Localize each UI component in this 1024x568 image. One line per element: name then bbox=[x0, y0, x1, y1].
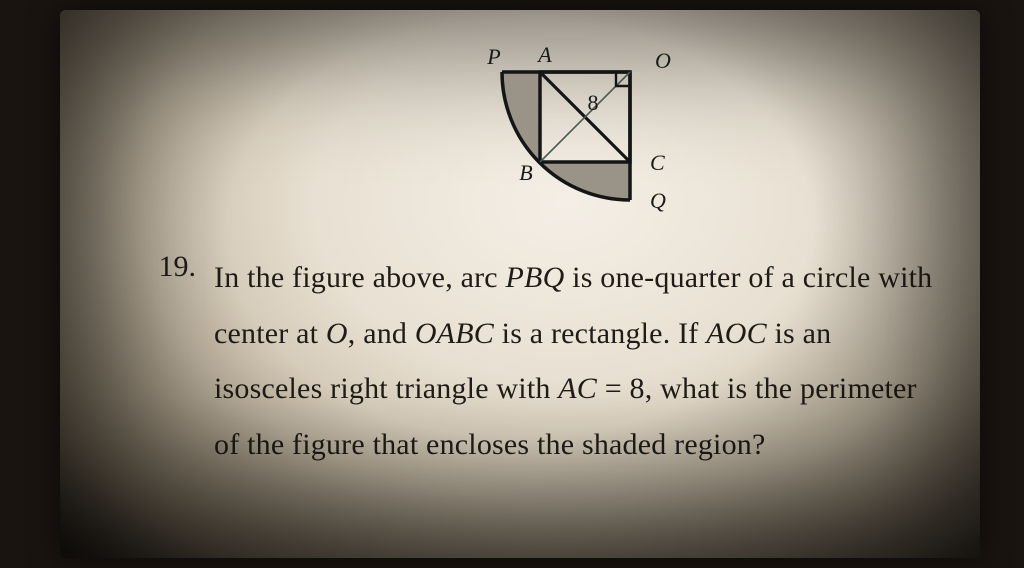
label-c: C bbox=[650, 150, 665, 175]
label-o: O bbox=[655, 48, 671, 73]
label-q: Q bbox=[650, 188, 666, 213]
problem-body: In the figure above, arc PBQ is one-quar… bbox=[214, 250, 940, 472]
problem-block: 19. In the figure above, arc PBQ is one-… bbox=[140, 250, 940, 472]
problem-number: 19. bbox=[140, 250, 214, 284]
label-b: B bbox=[519, 160, 532, 185]
label-p: P bbox=[486, 44, 500, 69]
label-a: A bbox=[536, 42, 552, 67]
page-surface: P A O B C Q 8 19. In the figure above, a… bbox=[60, 10, 980, 558]
geometry-figure: P A O B C Q 8 bbox=[460, 30, 690, 235]
label-eight: 8 bbox=[588, 90, 599, 115]
problem-row: 19. In the figure above, arc PBQ is one-… bbox=[140, 250, 940, 472]
figure-svg: P A O B C Q 8 bbox=[460, 30, 690, 235]
